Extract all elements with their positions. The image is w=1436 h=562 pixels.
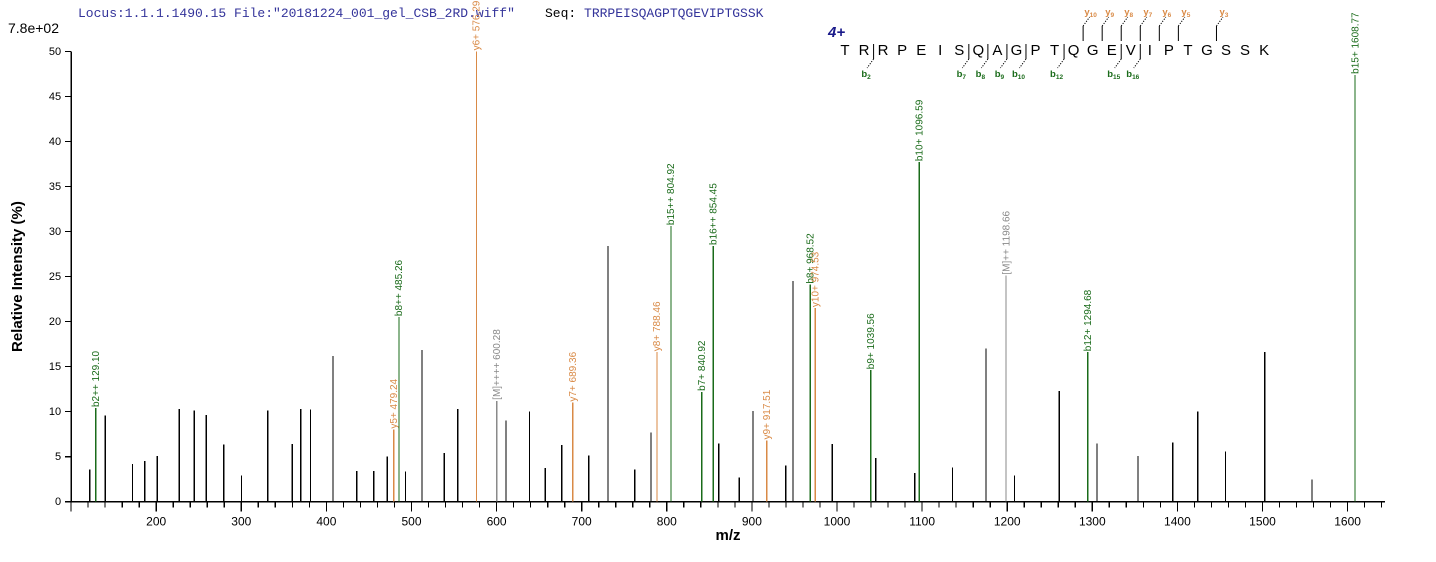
svg-text:40: 40 bbox=[49, 136, 61, 148]
svg-text:I: I bbox=[938, 42, 942, 59]
svg-text:K: K bbox=[1259, 42, 1269, 59]
svg-text:G: G bbox=[1011, 42, 1023, 59]
svg-text:1000: 1000 bbox=[824, 515, 851, 529]
svg-text:0: 0 bbox=[55, 496, 61, 508]
svg-text:S: S bbox=[1221, 42, 1231, 59]
svg-text:500: 500 bbox=[401, 515, 421, 529]
svg-text:Q: Q bbox=[973, 42, 985, 59]
svg-text:b12+ 1294.68: b12+ 1294.68 bbox=[1083, 289, 1094, 351]
svg-text:b9+ 1039.56: b9+ 1039.56 bbox=[866, 313, 877, 369]
svg-text:Relative Intensity (%): Relative Intensity (%) bbox=[9, 201, 26, 352]
svg-text:y10+ 974.53: y10+ 974.53 bbox=[811, 251, 822, 307]
svg-text:20: 20 bbox=[49, 316, 61, 328]
svg-text:P: P bbox=[1164, 42, 1174, 59]
svg-text:1300: 1300 bbox=[1079, 515, 1106, 529]
svg-text:4+: 4+ bbox=[827, 24, 845, 41]
svg-text:800: 800 bbox=[657, 515, 677, 529]
svg-text:b10+ 1096.59: b10+ 1096.59 bbox=[914, 99, 925, 161]
svg-text:E: E bbox=[916, 42, 926, 59]
svg-text:R: R bbox=[878, 42, 889, 59]
svg-text:R: R bbox=[859, 42, 870, 59]
svg-text:m/z: m/z bbox=[716, 527, 741, 544]
svg-text:b15+ 1608.77: b15+ 1608.77 bbox=[1350, 12, 1361, 74]
svg-text:T: T bbox=[1050, 42, 1059, 59]
svg-text:P: P bbox=[897, 42, 907, 59]
svg-text:V: V bbox=[1126, 42, 1136, 59]
svg-text:200: 200 bbox=[146, 515, 166, 529]
svg-text:1500: 1500 bbox=[1249, 515, 1276, 529]
svg-text:1100: 1100 bbox=[909, 515, 935, 529]
svg-text:45: 45 bbox=[49, 91, 61, 103]
svg-text:25: 25 bbox=[49, 271, 61, 283]
svg-text:T: T bbox=[1183, 42, 1192, 59]
svg-text:35: 35 bbox=[49, 181, 61, 193]
svg-text:10: 10 bbox=[49, 406, 61, 418]
svg-text:A: A bbox=[992, 42, 1002, 59]
svg-text:Locus:1.1.1.1490.15 File:"2018: Locus:1.1.1.1490.15 File:"20181224_001_g… bbox=[78, 6, 515, 21]
svg-text:400: 400 bbox=[316, 515, 336, 529]
svg-text:S: S bbox=[954, 42, 964, 59]
svg-text:Seq: TRRPEISQAGPTQGEVIPTGSSK: Seq: TRRPEISQAGPTQGEVIPTGSSK bbox=[545, 6, 764, 21]
svg-text:1600: 1600 bbox=[1334, 515, 1361, 529]
svg-text:b2++ 129.10: b2++ 129.10 bbox=[91, 350, 102, 407]
svg-text:b7+ 840.92: b7+ 840.92 bbox=[697, 340, 708, 391]
svg-text:1400: 1400 bbox=[1164, 515, 1191, 529]
svg-text:7.8e+02: 7.8e+02 bbox=[8, 20, 59, 36]
svg-text:I: I bbox=[1148, 42, 1152, 59]
svg-text:E: E bbox=[1107, 42, 1117, 59]
svg-text:b15++ 804.92: b15++ 804.92 bbox=[666, 163, 677, 225]
svg-text:y7+ 689.36: y7+ 689.36 bbox=[568, 351, 579, 401]
svg-text:G: G bbox=[1087, 42, 1099, 59]
svg-text:5: 5 bbox=[55, 451, 61, 463]
svg-text:300: 300 bbox=[231, 515, 251, 529]
svg-text:700: 700 bbox=[572, 515, 592, 529]
svg-text:b16++ 854.45: b16++ 854.45 bbox=[708, 183, 719, 245]
svg-text:Q: Q bbox=[1068, 42, 1080, 59]
svg-text:30: 30 bbox=[49, 226, 61, 238]
svg-text:T: T bbox=[840, 42, 849, 59]
svg-text:[M]++++ 600.28: [M]++++ 600.28 bbox=[492, 329, 503, 400]
svg-text:P: P bbox=[1030, 42, 1040, 59]
svg-text:G: G bbox=[1201, 42, 1213, 59]
svg-text:600: 600 bbox=[487, 515, 507, 529]
svg-text:1200: 1200 bbox=[994, 515, 1021, 529]
svg-text:[M]++ 1198.66: [M]++ 1198.66 bbox=[1001, 210, 1012, 274]
svg-text:y6+ 576.29: y6+ 576.29 bbox=[472, 0, 483, 50]
svg-text:50: 50 bbox=[49, 46, 61, 58]
svg-text:S: S bbox=[1240, 42, 1250, 59]
svg-text:y8+ 788.46: y8+ 788.46 bbox=[652, 301, 663, 351]
svg-text:y9+ 917.51: y9+ 917.51 bbox=[762, 389, 773, 439]
svg-text:900: 900 bbox=[742, 515, 762, 529]
svg-text:b8++ 485.26: b8++ 485.26 bbox=[394, 259, 405, 316]
svg-text:15: 15 bbox=[49, 361, 61, 373]
